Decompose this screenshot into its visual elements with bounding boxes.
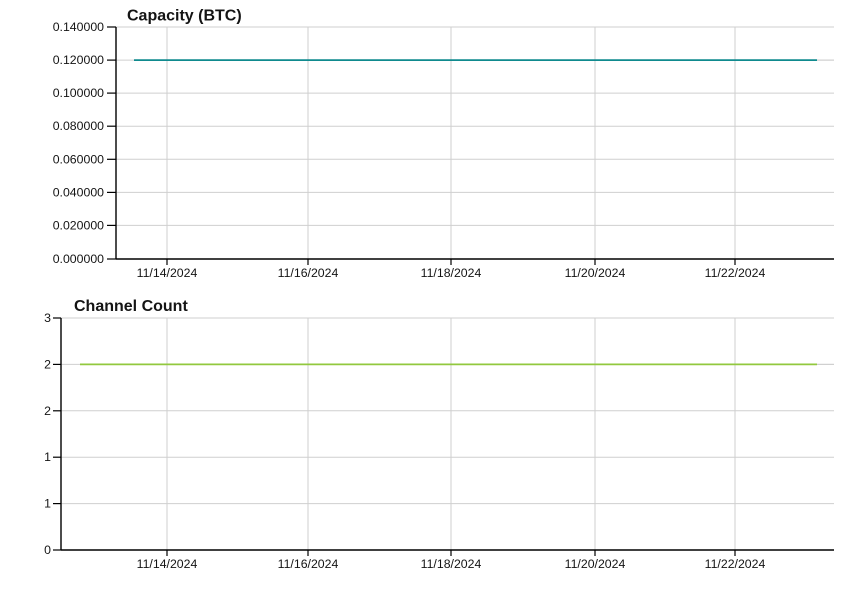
svg-text:11/20/2024: 11/20/2024 xyxy=(565,557,626,571)
svg-text:11/22/2024: 11/22/2024 xyxy=(705,266,766,280)
svg-text:0.060000: 0.060000 xyxy=(53,152,104,166)
svg-text:3: 3 xyxy=(44,311,51,325)
svg-text:11/20/2024: 11/20/2024 xyxy=(565,266,626,280)
svg-text:1: 1 xyxy=(44,497,51,511)
svg-text:1: 1 xyxy=(44,450,51,464)
svg-text:2: 2 xyxy=(44,404,51,418)
svg-text:Capacity (BTC): Capacity (BTC) xyxy=(127,8,242,25)
svg-text:11/16/2024: 11/16/2024 xyxy=(278,557,339,571)
svg-text:11/18/2024: 11/18/2024 xyxy=(421,557,482,571)
svg-text:11/18/2024: 11/18/2024 xyxy=(421,266,482,280)
svg-text:11/14/2024: 11/14/2024 xyxy=(137,266,198,280)
svg-text:0.100000: 0.100000 xyxy=(53,86,104,100)
svg-text:0.120000: 0.120000 xyxy=(53,53,104,67)
svg-text:11/14/2024: 11/14/2024 xyxy=(137,557,198,571)
svg-text:0.040000: 0.040000 xyxy=(53,185,104,199)
svg-text:0: 0 xyxy=(44,543,51,557)
svg-text:0.080000: 0.080000 xyxy=(53,119,104,133)
svg-text:2: 2 xyxy=(44,357,51,371)
svg-text:11/22/2024: 11/22/2024 xyxy=(705,557,766,571)
svg-text:Channel Count: Channel Count xyxy=(74,298,188,315)
svg-text:11/16/2024: 11/16/2024 xyxy=(278,266,339,280)
svg-text:0.020000: 0.020000 xyxy=(53,218,104,232)
svg-text:0.000000: 0.000000 xyxy=(53,252,104,266)
svg-text:0.140000: 0.140000 xyxy=(53,20,104,34)
